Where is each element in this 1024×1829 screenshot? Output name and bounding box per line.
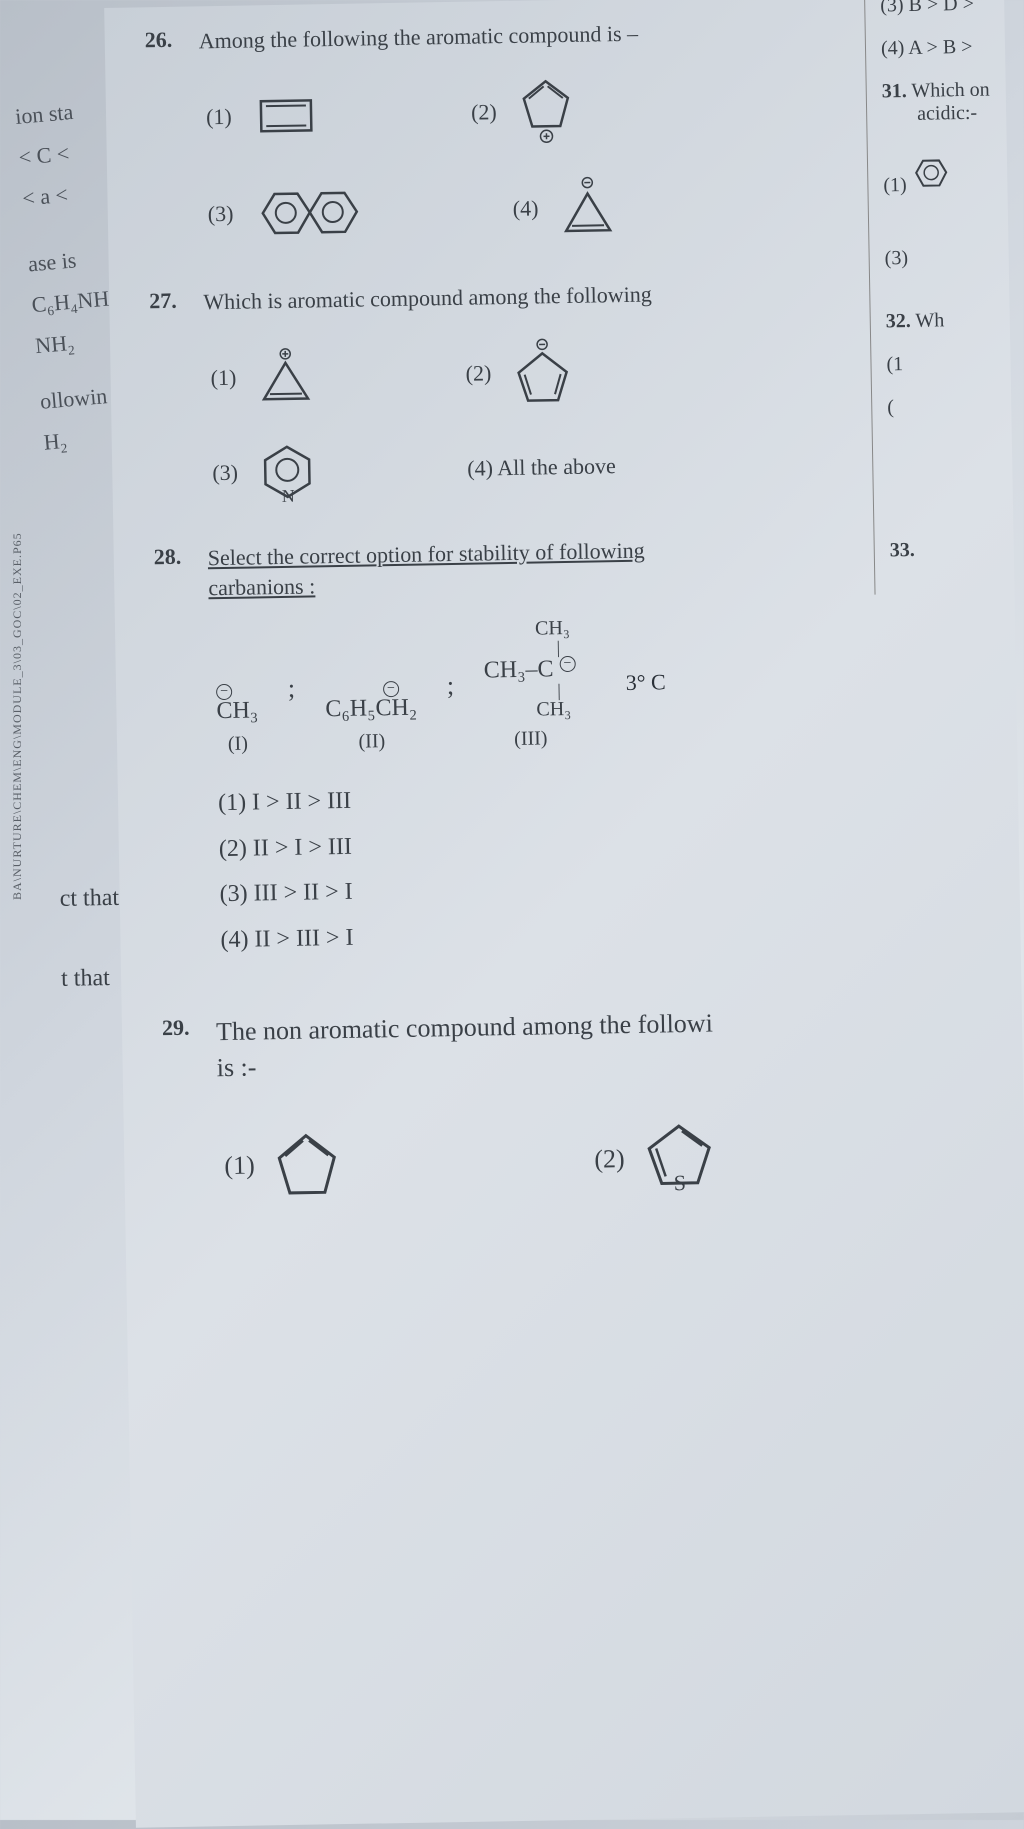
q29-line2: is :- [216,1052,256,1082]
formula: CH₃ [216,698,258,725]
naphthalene-icon [252,184,363,241]
ch3-top: CH₃ [483,618,575,640]
opt-label: (3) [208,201,243,228]
margin-note: ase is [27,245,107,278]
opt-label: (4) [513,196,548,223]
opt-label: (1) [206,103,241,130]
option-26-2: (2) [470,76,576,148]
option-29-2: (2) S [594,1118,720,1200]
roman-label: (III) [485,727,577,752]
question-number: 27. [149,287,199,314]
opt-label: (2) [465,360,500,387]
opt-label: (3) [884,247,908,269]
negative-charge-icon: − [559,656,575,672]
option-26-3: (3) [207,184,363,242]
roman-label: (I) [217,733,259,757]
question-26: 26. Among the following the aromatic com… [145,13,969,248]
question-27: 27. Which is aromatic compound among the… [149,274,973,504]
spine-text: BA\NURTURE\CHEM\ENG\MODULE_3\03_GOC\02_E… [10,532,25,900]
margin-note: < a < [21,179,101,212]
page-content: (3) B > D > (4) A > B > 31. Which on aci… [104,0,1024,1828]
question-text: Among the following the aromatic compoun… [199,14,899,57]
carbanion-3: CH₃ | CH₃–C − | CH₃ (III) [483,618,577,752]
separator: ; [447,671,455,701]
q28-line2: carbanions : [208,574,315,601]
question-29: 29. The non aromatic compound among the … [162,1000,985,1207]
formula: CH₃–C [484,656,554,683]
margin-note: H₂ [43,423,123,456]
handwritten-note: 3° C [626,669,666,696]
q29-line1: The non aromatic compound among the foll… [216,1008,713,1046]
margin-note: ollowin [39,382,119,415]
question-28: 28. Select the correct option for stabil… [154,529,981,964]
opt-label: (4) All the above [467,453,616,482]
carbanion-1: − CH₃ (I) [216,698,259,757]
opt-label: (2) [594,1144,630,1175]
svg-text:S: S [674,1170,687,1195]
option-26-1: (1) [206,90,322,142]
question-number: 28. [154,543,204,570]
cyclopropenyl-cation-icon [255,346,316,407]
question-text: Which is aromatic compound among the fol… [203,275,903,318]
roman-label: (II) [326,730,418,755]
opt-label: (2) [471,99,506,126]
cyclopentadiene-icon [269,1127,345,1203]
opt-label: (1) [224,1151,260,1182]
ch3-bot: CH₃ [484,699,576,721]
question-number: 26. [145,26,195,53]
question-number: 29. [162,1014,212,1041]
cyclobutadiene-icon [251,90,322,141]
option-29-1: (1) [224,1127,345,1204]
option-27-1: (1) [210,346,316,408]
formula: C₆H₅CH₂ [325,695,417,723]
thiophene-icon: S [639,1118,720,1199]
right-opt: (3) [884,245,1008,270]
options-27: (1) (2) [210,330,973,503]
svg-text:N: N [282,485,295,502]
cyclopentadienyl-cation-icon [515,76,576,147]
cyclopentadienyl-anion-icon [510,336,576,407]
opt-label: (3) [212,459,247,486]
margin-note: C₆H₄NH [31,286,111,319]
separator: ; [288,674,296,704]
carbanion-structures: − CH₃ (I) ; C₆H₅CH₂ − (II) ; CH₃ | [215,611,977,756]
options-28: (1) I > II > III (2) II > I > III (3) II… [218,768,981,964]
option-27-3: (3) N [212,441,318,503]
cyclopropenyl-anion-icon [557,175,618,241]
option-27-2: (2) [465,336,576,408]
q28-line1: Select the correct option for stability … [208,537,645,570]
negative-charge-icon: − [383,681,399,697]
opt-label: (1) [210,364,245,391]
options-26: (1) (2) [205,69,968,247]
option-26-4: (4) [512,175,618,242]
margin-ct-that: ct that [59,884,119,912]
question-text: The non aromatic compound among the foll… [216,1002,917,1087]
margin-note: ion sta [14,97,94,130]
margin-note: NH₂ [34,326,114,359]
option-27-4: (4) All the above [467,453,616,482]
question-text: Select the correct option for stability … [208,531,909,605]
pyridine-icon: N [257,441,318,502]
carbanion-2: C₆H₅CH₂ − (II) [325,695,418,755]
margin-note: < C < [18,138,98,171]
options-29: (1) (2) S [224,1113,985,1206]
margin-t-that: t that [61,965,110,993]
